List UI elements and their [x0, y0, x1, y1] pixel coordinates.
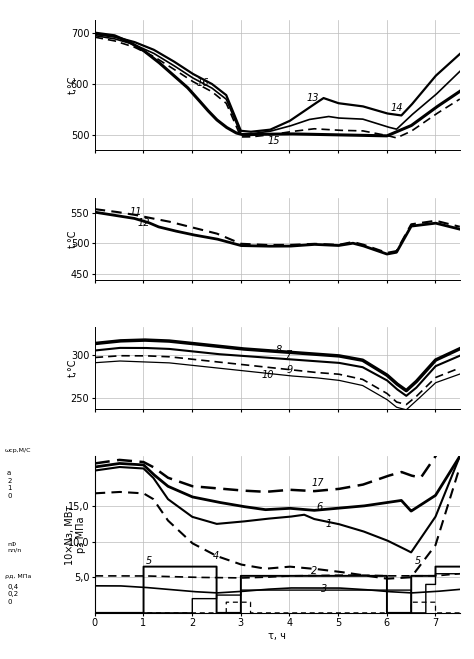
- Text: 1: 1: [326, 519, 332, 529]
- Y-axis label: t,°C: t,°C: [68, 358, 78, 377]
- Text: ωср,М/С: ωср,М/С: [5, 448, 31, 453]
- Text: 2: 2: [311, 565, 318, 576]
- Text: nФ
nп/n: nФ nп/n: [7, 542, 21, 553]
- Text: а
2
1
0: а 2 1 0: [7, 471, 11, 499]
- Y-axis label: 10×Nз, МВт
pз МПа: 10×Nз, МВт pз МПа: [65, 505, 86, 565]
- Text: 0,4
0,2
0: 0,4 0,2 0: [7, 584, 18, 604]
- Text: ρд, МПа: ρд, МПа: [5, 575, 31, 579]
- Text: 17: 17: [311, 478, 324, 488]
- Text: 7: 7: [285, 351, 292, 360]
- Text: 16: 16: [196, 78, 209, 88]
- Text: 5: 5: [146, 556, 152, 567]
- Text: 14: 14: [390, 103, 403, 113]
- Text: 13: 13: [307, 93, 319, 103]
- Text: 4: 4: [212, 552, 219, 561]
- Y-axis label: t,°C: t,°C: [68, 229, 78, 248]
- Text: 8: 8: [276, 345, 282, 355]
- Text: 6: 6: [316, 501, 322, 511]
- Y-axis label: t,°C: t,°C: [68, 76, 78, 94]
- Text: 10: 10: [261, 370, 273, 380]
- Text: 12: 12: [137, 218, 150, 228]
- Text: 3: 3: [321, 583, 328, 594]
- Text: 5: 5: [415, 556, 421, 567]
- X-axis label: τ, ч: τ, ч: [268, 631, 286, 641]
- Text: 11: 11: [130, 207, 142, 217]
- Text: 15: 15: [267, 136, 280, 146]
- Text: 9: 9: [287, 365, 293, 375]
